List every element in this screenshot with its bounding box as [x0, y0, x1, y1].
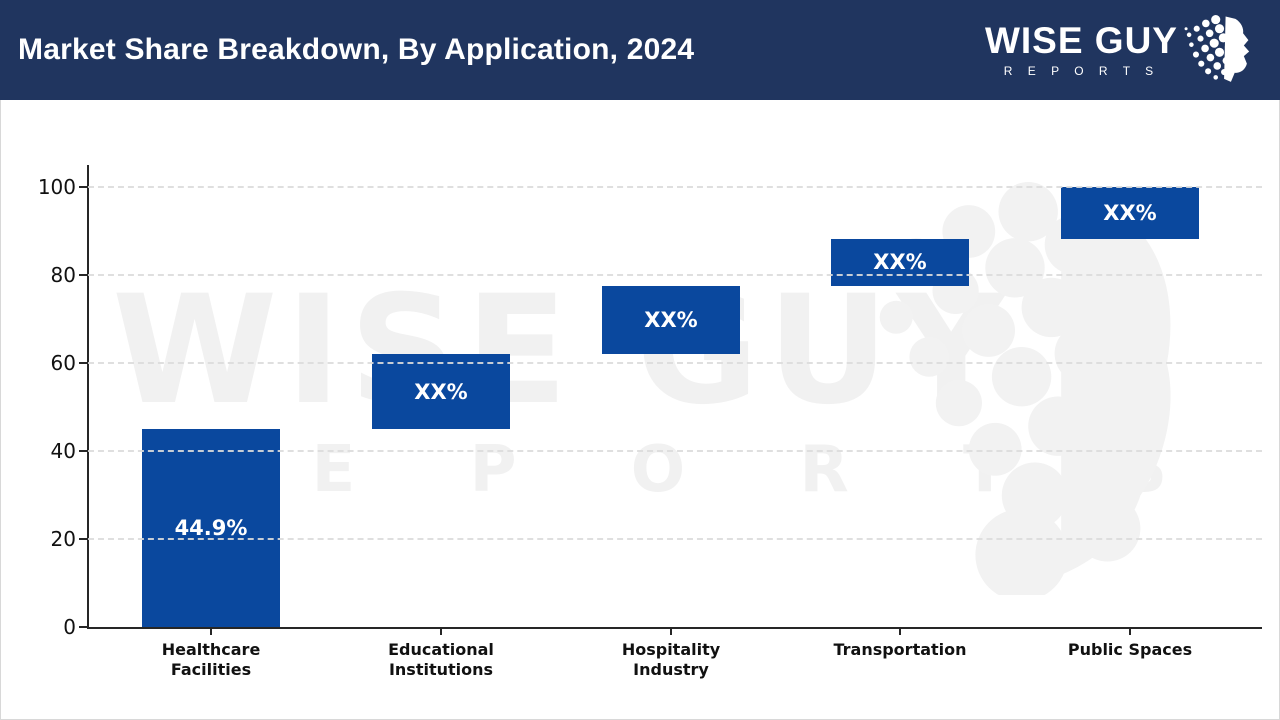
x-tick: [210, 629, 212, 635]
category-label-line: Industry: [633, 660, 709, 679]
bar-value-label: 44.9%: [174, 516, 248, 541]
dotted-face-profile-icon: [1184, 15, 1250, 82]
y-tick-label: 40: [50, 439, 76, 463]
category-label-line: Educational: [388, 640, 494, 659]
bar-segment: [831, 238, 969, 286]
brand-logo-text: WISE GUY R E P O R T S: [985, 22, 1178, 78]
y-gridline: [88, 538, 1262, 540]
y-tick-label: 0: [63, 615, 76, 639]
y-tick: [79, 626, 88, 628]
bar-segment: [142, 429, 280, 627]
page-title: Market Share Breakdown, By Application, …: [18, 33, 695, 66]
y-gridline: [88, 186, 1262, 188]
y-tick: [79, 274, 88, 276]
bar-segment: [1061, 187, 1199, 239]
category-label: Hospitality Industry: [561, 640, 781, 680]
category-label: Healthcare Facilities: [101, 640, 321, 680]
category-label-line: Healthcare: [161, 640, 261, 659]
y-tick: [79, 538, 88, 540]
x-tick: [1129, 629, 1131, 635]
x-tick: [899, 629, 901, 635]
category-label: Educational Institutions: [331, 640, 551, 680]
x-tick: [440, 629, 442, 635]
category-label: Transportation: [790, 640, 1010, 660]
y-tick-label: 60: [50, 351, 76, 375]
y-tick: [79, 362, 88, 364]
category-label-line: Facilities: [170, 660, 252, 679]
category-label: Public Spaces: [1020, 640, 1240, 660]
header: Market Share Breakdown, By Application, …: [0, 0, 1280, 100]
bar-value-label: XX%: [1103, 200, 1157, 225]
y-gridline: [88, 450, 1262, 452]
bar-segment: [372, 354, 510, 430]
y-tick-label: 20: [50, 527, 76, 551]
y-gridline: [88, 362, 1262, 364]
x-tick: [670, 629, 672, 635]
bar-value-label: XX%: [644, 308, 698, 333]
y-tick-label: 80: [50, 263, 76, 287]
watermark-text-primary: WISE GUY: [112, 264, 1014, 438]
y-axis-line: [87, 165, 89, 629]
category-label-line: Transportation: [833, 640, 967, 659]
y-gridline: [88, 274, 1262, 276]
category-label-line: Institutions: [388, 660, 494, 679]
y-tick: [79, 186, 88, 188]
category-label-line: Public Spaces: [1067, 640, 1193, 659]
brand-name: WISE GUY: [984, 20, 1178, 61]
bar-segment: [602, 286, 740, 355]
bar-value-label: XX%: [873, 250, 927, 275]
y-tick: [79, 450, 88, 452]
bar-value-label: XX%: [414, 379, 468, 404]
y-tick-label: 100: [37, 175, 76, 199]
brand-logo: WISE GUY R E P O R T S: [985, 8, 1256, 92]
brand-subtitle: R E P O R T S: [1003, 64, 1160, 78]
category-label-line: Hospitality: [621, 640, 721, 659]
x-axis-line: [87, 627, 1262, 629]
